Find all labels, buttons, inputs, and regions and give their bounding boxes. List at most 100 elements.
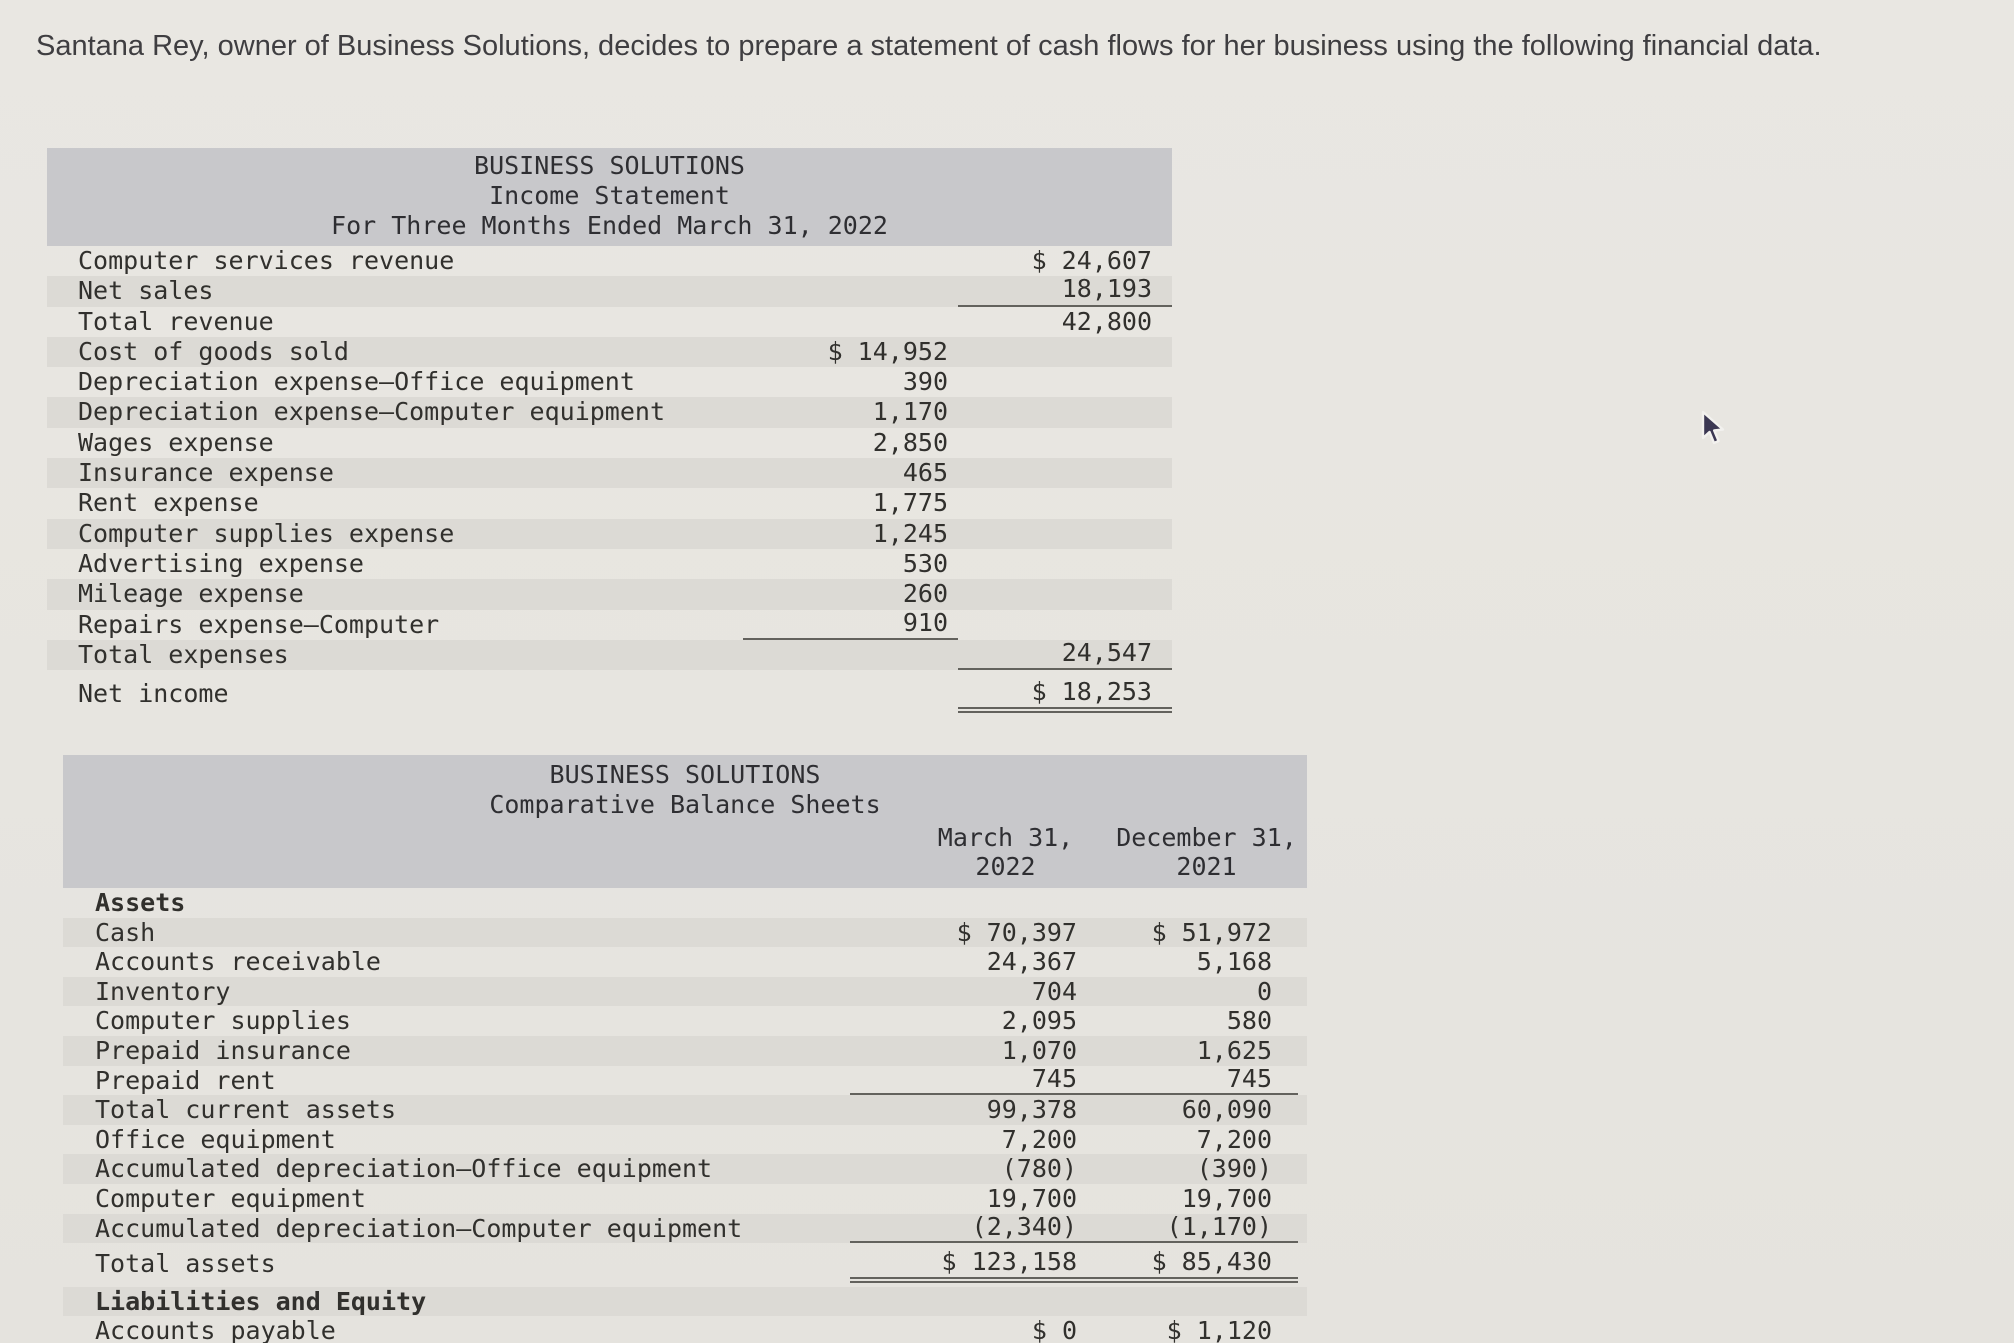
amount-december-2021: 1,625 xyxy=(1196,1035,1272,1065)
row-label: Office equipment xyxy=(95,1124,336,1154)
row-label: Total current assets xyxy=(95,1095,397,1125)
balance-sheet-row: Accumulated depreciation—Computer equipm… xyxy=(63,1212,1307,1244)
amount-subtotal-column: 1,775 xyxy=(872,488,948,518)
balance-sheet-row: Computer equipment 19,700 19,700 xyxy=(63,1184,1307,1214)
balance-sheet-row: Accounts payable $ 0 $ 1,120 xyxy=(63,1316,1307,1343)
row-label: Repairs expense—Computer xyxy=(78,609,440,639)
amount-december-2021: 7,200 xyxy=(1196,1124,1272,1154)
amount-subtotal-column: 465 xyxy=(902,458,948,488)
row-label: Wages expense xyxy=(78,427,274,457)
row-label: Cash xyxy=(95,917,156,947)
amount-subtotal-column: 1,245 xyxy=(872,518,948,548)
statement-title: Comparative Balance Sheets xyxy=(489,790,881,819)
amount-subtotal-column: 910 xyxy=(743,608,958,640)
amount-march-2022: 2,095 xyxy=(1001,1006,1077,1036)
intro-text: Santana Rey, owner of Business Solutions… xyxy=(36,30,1822,62)
section-heading: Liabilities and Equity xyxy=(95,1286,427,1316)
amount-columns: $ 70,397 $ 51,972 xyxy=(850,918,1298,948)
income-statement-header: BUSINESS SOLUTIONS Income Statement For … xyxy=(47,148,1172,246)
amount-march-2022: 19,700 xyxy=(986,1183,1077,1213)
amount-columns: (780) (390) xyxy=(850,1154,1298,1184)
company-name: BUSINESS SOLUTIONS xyxy=(474,151,745,180)
income-statement-row: Advertising expense 530 xyxy=(47,549,1172,579)
amount-columns: 99,378 60,090 xyxy=(850,1095,1298,1125)
amount-total-column: 24,547 xyxy=(958,638,1172,671)
amount-total-column: $ 18,253 xyxy=(958,677,1172,714)
row-label: Accumulated depreciation—Computer equipm… xyxy=(95,1213,743,1243)
row-label: Accounts receivable xyxy=(95,947,381,977)
amount-december-2021: $ 1,120 xyxy=(1166,1316,1272,1343)
amount-march-2022: $ 70,397 xyxy=(956,917,1077,947)
amount-columns: 24,367 5,168 xyxy=(850,947,1298,977)
income-statement-row: Total revenue 42,800 xyxy=(47,307,1172,337)
amount-december-2021: 60,090 xyxy=(1181,1095,1272,1125)
row-label: Total revenue xyxy=(78,306,274,336)
balance-sheet-rows: Assets Cash $ 70,397 $ 51,972 Accounts recei… xyxy=(63,888,1307,1343)
amount-subtotal-column: $ 14,952 xyxy=(827,336,948,366)
income-statement-row: Depreciation expense—Office equipment 390 xyxy=(47,367,1172,397)
balance-sheet-header: BUSINESS SOLUTIONS Comparative Balance S… xyxy=(63,755,1307,888)
company-name: BUSINESS SOLUTIONS xyxy=(549,760,821,789)
amount-columns: 745 745 xyxy=(850,1064,1298,1096)
amount-march-2022: 99,378 xyxy=(986,1095,1077,1125)
balance-sheet-row: Accumulated depreciation—Office equipmen… xyxy=(63,1154,1307,1184)
amount-columns: 2,095 580 xyxy=(850,1006,1298,1036)
balance-sheet-row: Prepaid rent 745 745 xyxy=(63,1064,1307,1096)
amount-total-column: $ 24,607 xyxy=(1031,246,1152,275)
section-heading: Assets xyxy=(95,888,186,917)
amount-total-column: 42,800 xyxy=(1061,306,1152,336)
row-label: Insurance expense xyxy=(78,458,334,488)
amount-march-2022: 7,200 xyxy=(1001,1124,1077,1154)
amount-march-2022: (2,340) xyxy=(971,1211,1077,1241)
row-label: Rent expense xyxy=(78,488,259,518)
row-label: Cost of goods sold xyxy=(78,336,349,366)
row-label: Advertising expense xyxy=(78,548,364,578)
amount-columns: $ 0 $ 1,120 xyxy=(850,1316,1298,1343)
row-label: Depreciation expense—Office equipment xyxy=(78,367,635,397)
amount-subtotal-column: 260 xyxy=(902,579,948,609)
amount-march-2022: 745 xyxy=(1031,1063,1077,1093)
amount-march-2022: $ 123,158 xyxy=(941,1247,1077,1277)
amount-columns: (2,340) (1,170) xyxy=(850,1212,1298,1244)
balance-sheet-row: Inventory 704 0 xyxy=(63,976,1307,1007)
balance-sheet-row: Computer supplies 2,095 580 xyxy=(63,1006,1307,1036)
balance-sheet-table: BUSINESS SOLUTIONS Comparative Balance S… xyxy=(63,755,1307,1343)
row-label: Computer supplies expense xyxy=(78,518,455,548)
income-statement-row: Computer supplies expense 1,245 xyxy=(47,518,1172,549)
row-label: Depreciation expense—Computer equipment xyxy=(78,397,665,427)
row-label: Computer equipment xyxy=(95,1183,366,1213)
row-label: Prepaid rent xyxy=(95,1065,276,1095)
row-label: Accounts payable xyxy=(95,1316,336,1343)
income-statement-table: BUSINESS SOLUTIONS Income Statement For … xyxy=(47,148,1172,714)
balance-sheet-row: Accounts receivable 24,367 5,168 xyxy=(63,947,1307,977)
balance-sheet-row: Cash $ 70,397 $ 51,972 xyxy=(63,917,1307,948)
amount-columns: $ 123,158 $ 85,430 xyxy=(850,1247,1298,1283)
income-statement-row: Repairs expense—Computer 910 xyxy=(47,608,1172,640)
row-label: Inventory xyxy=(95,976,231,1006)
row-label: Prepaid insurance xyxy=(95,1035,351,1065)
balance-sheet-column-headers: March 31, 2022 December 31, 2021 xyxy=(850,820,1298,888)
balance-sheet-row: Office equipment 7,200 7,200 xyxy=(63,1125,1307,1155)
amount-columns: 704 0 xyxy=(850,977,1298,1007)
amount-december-2021: 745 xyxy=(1226,1063,1272,1093)
statement-period: For Three Months Ended March 31, 2022 xyxy=(331,211,888,240)
balance-sheet-row: Prepaid insurance 1,070 1,625 xyxy=(63,1035,1307,1066)
balance-sheet-row: Total assets $ 123,158 $ 85,430 xyxy=(63,1247,1307,1283)
mouse-cursor-icon xyxy=(1701,410,1725,445)
row-label: Computer supplies xyxy=(95,1006,351,1036)
row-label: Accumulated depreciation—Office equipmen… xyxy=(95,1154,713,1184)
row-label: Total expenses xyxy=(78,639,289,669)
row-label: Computer services revenue xyxy=(78,246,455,275)
amount-subtotal-column: 390 xyxy=(902,367,948,397)
income-statement-row: Mileage expense 260 xyxy=(47,579,1172,610)
amount-december-2021: $ 85,430 xyxy=(1151,1247,1272,1277)
amount-december-2021: 0 xyxy=(1256,976,1272,1006)
amount-subtotal-column: 1,170 xyxy=(872,397,948,427)
amount-columns: 19,700 19,700 xyxy=(850,1184,1298,1214)
row-label: Net income xyxy=(78,679,229,709)
income-statement-row: Total expenses 24,547 xyxy=(47,638,1172,671)
income-statement-row: Wages expense 2,850 xyxy=(47,428,1172,458)
amount-march-2022: 24,367 xyxy=(986,947,1077,977)
income-statement-rows: Computer services revenue $ 24,607 Net sal… xyxy=(47,246,1172,714)
